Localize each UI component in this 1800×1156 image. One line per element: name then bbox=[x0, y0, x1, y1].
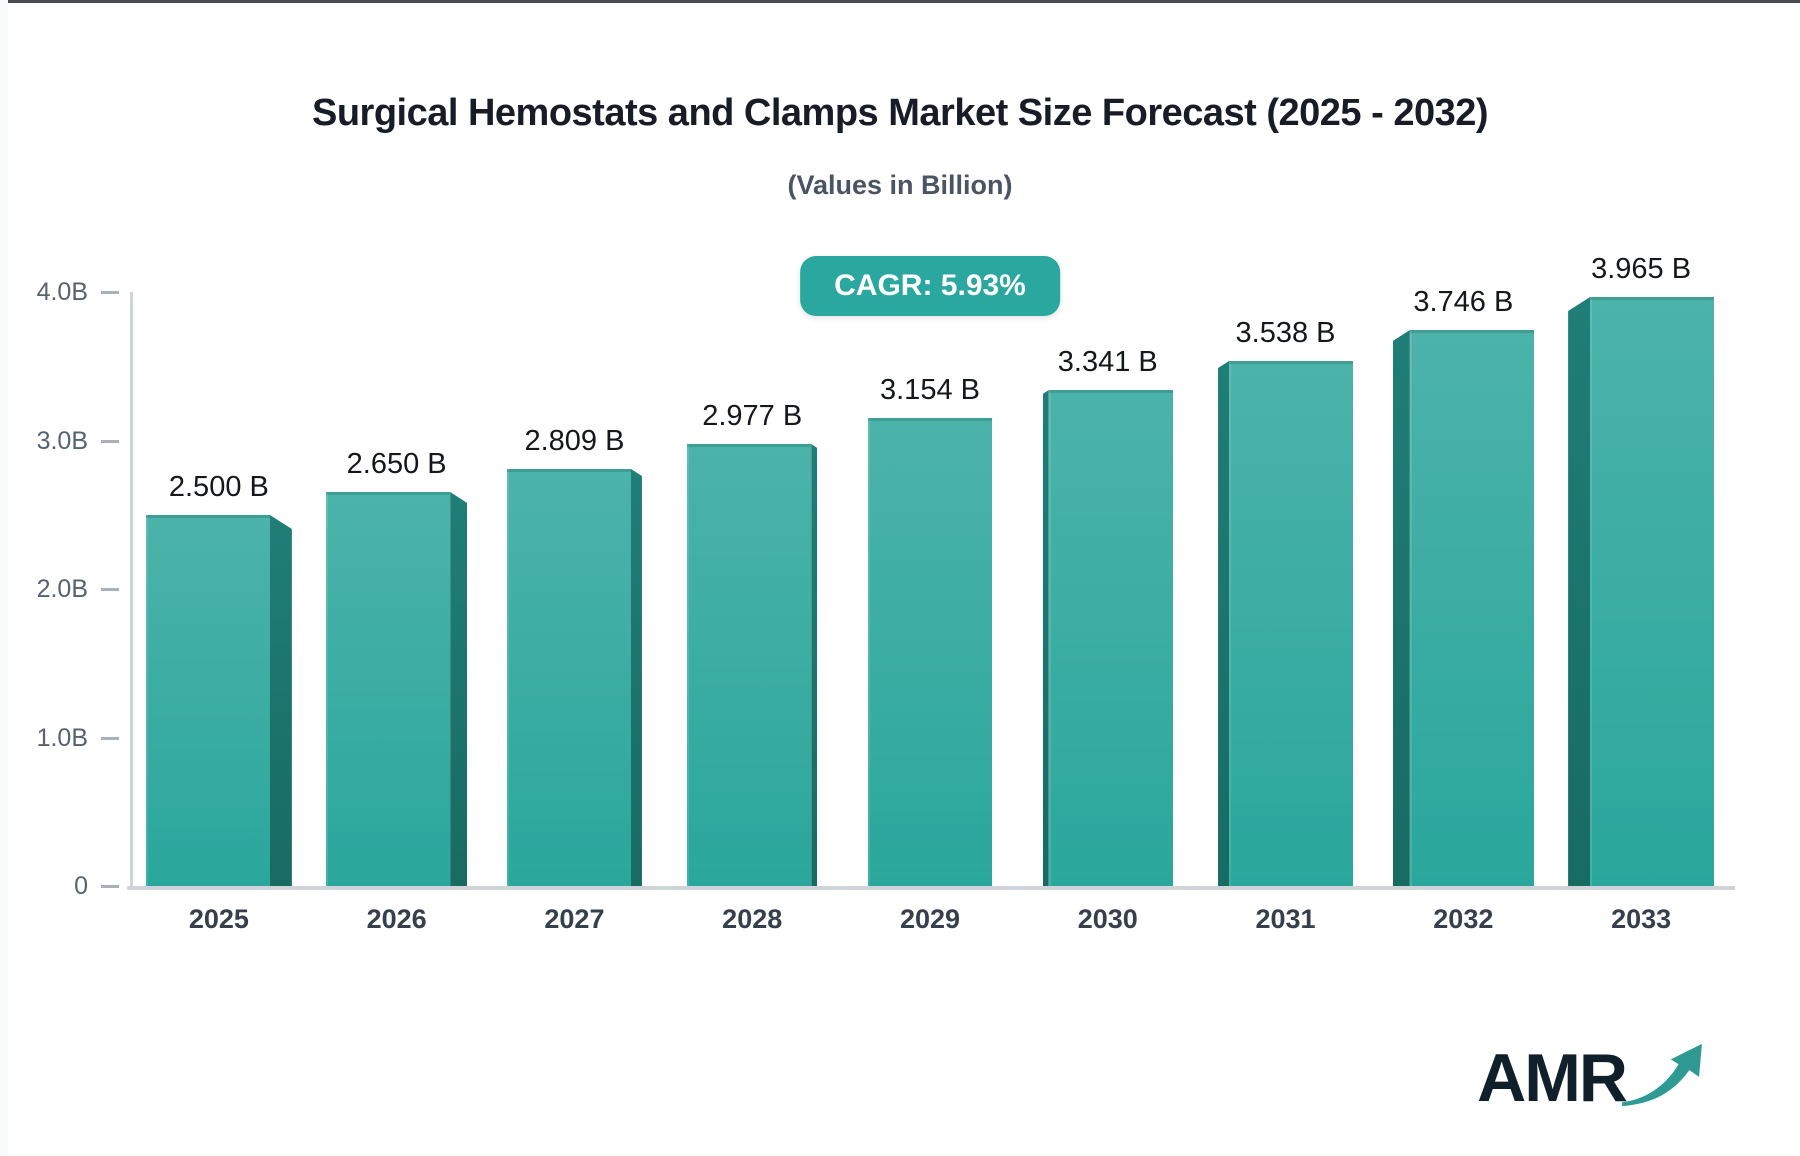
bar-side-bevel bbox=[269, 515, 292, 886]
x-tick-label: 2026 bbox=[366, 904, 427, 934]
bar-side-bevel bbox=[1218, 361, 1230, 886]
cagr-badge: CAGR: 5.93% bbox=[800, 256, 1060, 316]
y-tick-mark bbox=[101, 885, 119, 888]
bar-side-bevel bbox=[1568, 297, 1591, 886]
screenshot-top-edge bbox=[8, 0, 1800, 3]
bar-2032 bbox=[1409, 330, 1534, 886]
bar-2025 bbox=[145, 515, 270, 886]
bar-side-bevel bbox=[1042, 390, 1049, 886]
x-axis-line bbox=[127, 886, 1735, 890]
chart-subtitle: (Values in Billion) bbox=[787, 170, 1013, 200]
bar-side-bevel bbox=[450, 492, 468, 886]
y-tick-label: 3.0B bbox=[36, 426, 88, 455]
x-tick-label: 2033 bbox=[1611, 904, 1672, 934]
growth-arrow-icon bbox=[1622, 1043, 1702, 1107]
amr-logo: AMR bbox=[1477, 1038, 1708, 1112]
y-tick-label: 2.0B bbox=[36, 575, 88, 603]
x-tick-label: 2030 bbox=[1077, 904, 1138, 934]
y-tick-mark bbox=[101, 291, 119, 294]
bar-value-label: 2.500 B bbox=[168, 471, 269, 503]
y-axis-line bbox=[130, 292, 133, 886]
screenshot-left-gutter bbox=[0, 0, 8, 1156]
bar-side-bevel bbox=[811, 444, 818, 886]
bar-value-label: 3.965 B bbox=[1591, 253, 1692, 285]
bar-2030 bbox=[1048, 390, 1173, 886]
bar-value-label: 3.341 B bbox=[1057, 346, 1158, 378]
bar-2028 bbox=[687, 444, 812, 886]
x-tick-label: 2032 bbox=[1433, 904, 1494, 934]
bar-side-bevel bbox=[630, 469, 642, 886]
x-tick-label: 2025 bbox=[188, 904, 249, 934]
bar-value-label: 3.154 B bbox=[880, 374, 980, 406]
y-tick-mark bbox=[101, 588, 119, 591]
bar-value-label: 3.746 B bbox=[1413, 286, 1514, 318]
x-tick-label: 2029 bbox=[899, 904, 961, 934]
bar-2033 bbox=[1590, 297, 1715, 886]
chart-title: Surgical Hemostats and Clamps Market Siz… bbox=[311, 92, 1489, 134]
x-tick-label: 2031 bbox=[1255, 904, 1316, 934]
bar-value-label: 2.650 B bbox=[346, 448, 447, 480]
bar-value-label: 2.977 B bbox=[702, 400, 803, 432]
amr-logo-text: AMR bbox=[1477, 1040, 1628, 1116]
y-tick-label: 0 bbox=[74, 872, 88, 900]
bar-2029 bbox=[868, 418, 992, 886]
y-tick-mark bbox=[101, 439, 119, 443]
x-tick-label: 2028 bbox=[722, 904, 783, 934]
y-tick-mark bbox=[101, 736, 119, 740]
y-tick-label: 4.0B bbox=[36, 278, 88, 306]
bar-2026 bbox=[326, 492, 451, 886]
bar-value-label: 3.538 B bbox=[1235, 317, 1336, 349]
bar-side-bevel bbox=[1392, 330, 1410, 886]
bar-2027 bbox=[506, 469, 631, 886]
bar-2031 bbox=[1229, 361, 1354, 886]
x-tick-label: 2027 bbox=[544, 904, 605, 934]
y-tick-label: 1.0B bbox=[36, 723, 88, 752]
bar-value-label: 2.809 B bbox=[524, 425, 625, 457]
